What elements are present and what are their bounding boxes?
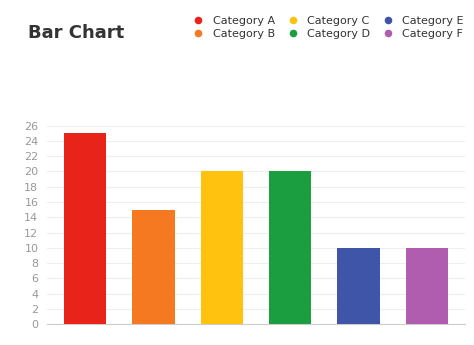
Bar (64, 133, 106, 324)
Legend: Category A, Category B, Category C, Category D, Category E, Category F: Category A, Category B, Category C, Cate… (187, 16, 464, 39)
Bar (269, 171, 311, 324)
Text: Bar Chart: Bar Chart (28, 24, 125, 42)
Bar (406, 248, 448, 324)
Bar (337, 248, 380, 324)
Bar (132, 210, 174, 324)
Bar (201, 171, 243, 324)
